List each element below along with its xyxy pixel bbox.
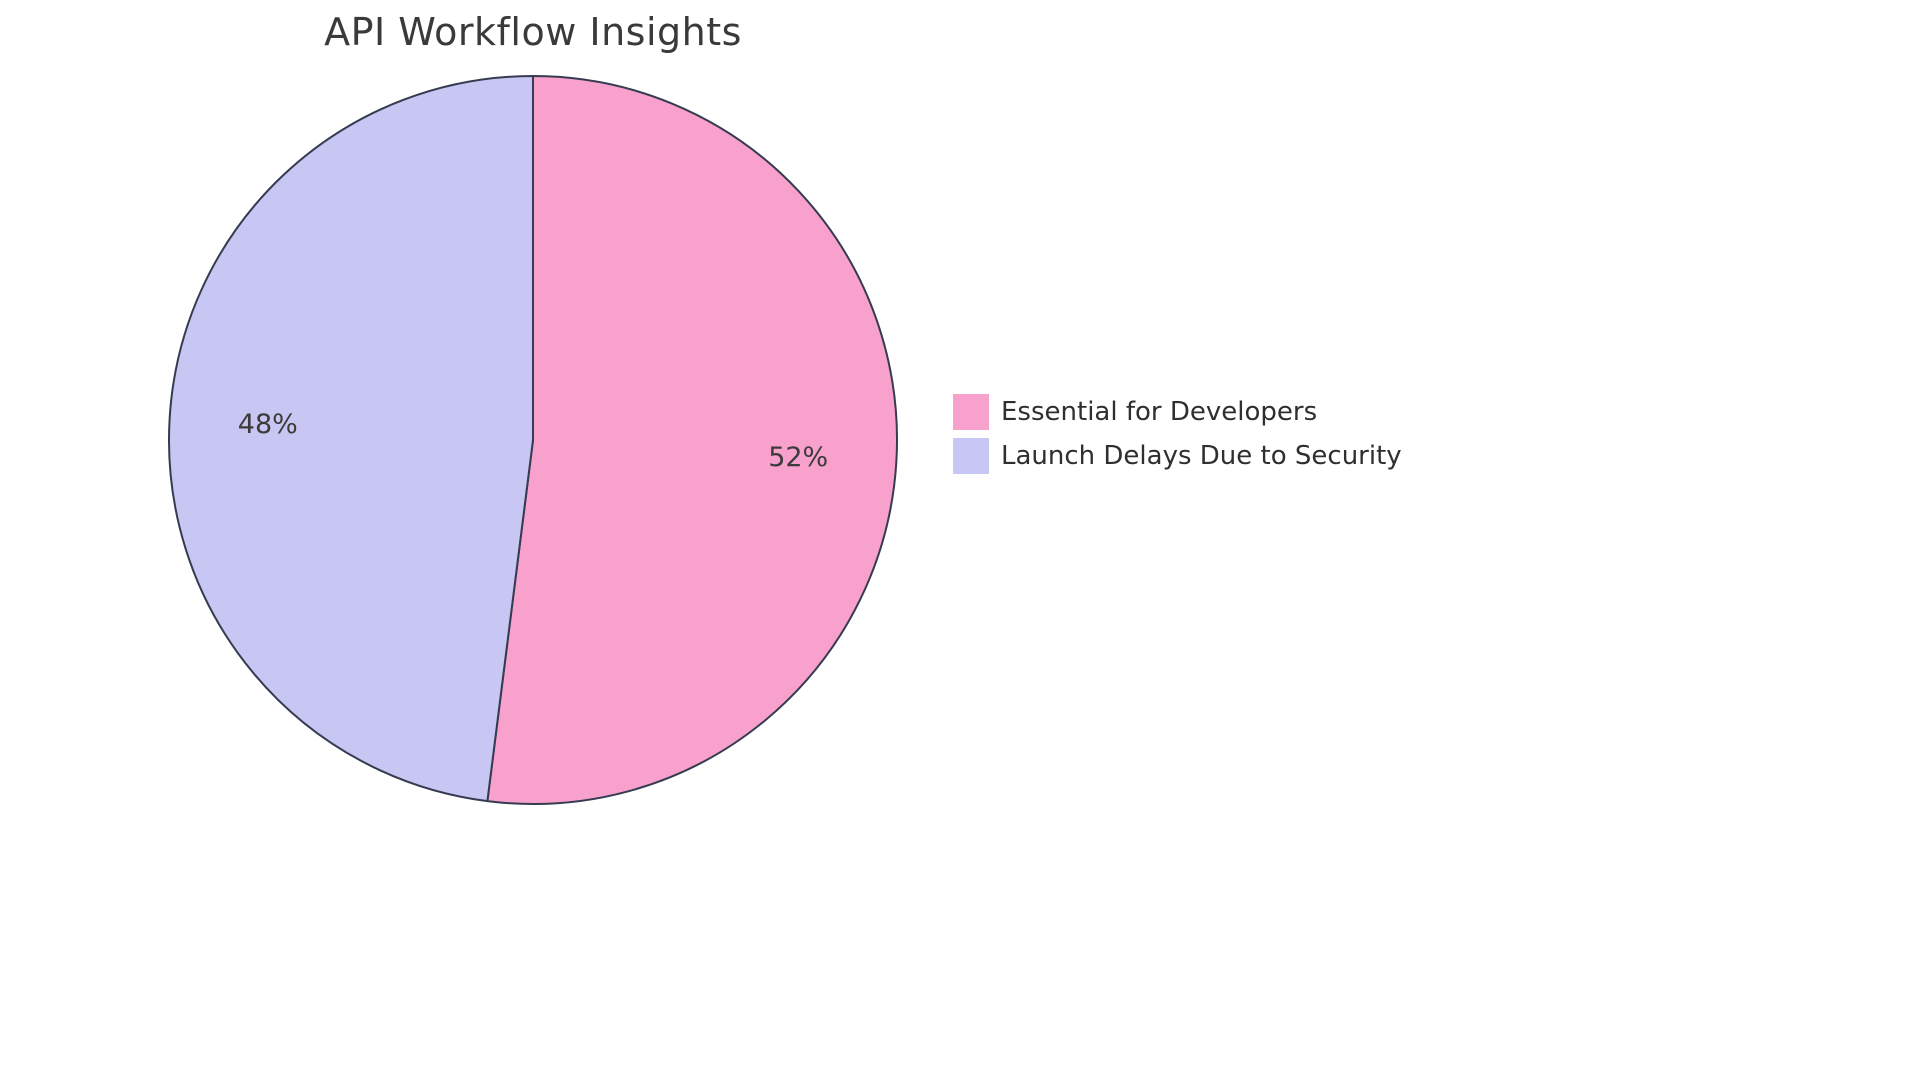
legend-label: Launch Delays Due to Security bbox=[1001, 441, 1402, 471]
pie-slice-label: 52% bbox=[768, 442, 828, 473]
legend-item: Launch Delays Due to Security bbox=[953, 438, 1402, 474]
legend-swatch bbox=[953, 394, 989, 430]
pie-slice-0 bbox=[486, 75, 898, 805]
legend-label: Essential for Developers bbox=[1001, 397, 1318, 427]
legend: Essential for Developers Launch Delays Du… bbox=[953, 394, 1402, 474]
legend-item: Essential for Developers bbox=[953, 394, 1402, 430]
legend-swatch bbox=[953, 438, 989, 474]
chart-title: API Workflow Insights bbox=[324, 10, 742, 54]
pie-slice-1 bbox=[168, 75, 534, 803]
pie-slice-label: 48% bbox=[238, 409, 298, 440]
